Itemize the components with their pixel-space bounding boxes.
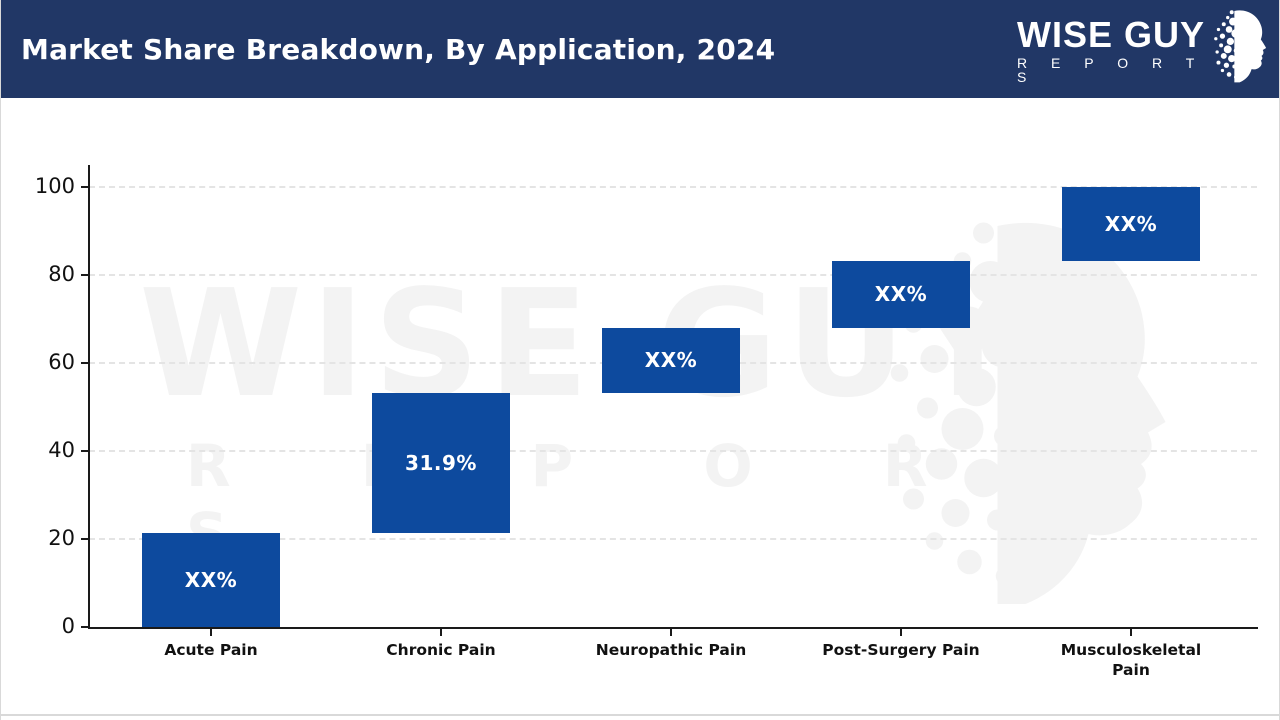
bar-value-label: XX% (644, 348, 698, 373)
bar-chronic-pain: 31.9% (372, 392, 510, 534)
x-axis-line (88, 627, 1258, 629)
logo-face-icon (1214, 10, 1267, 83)
bar-acute-pain: XX% (142, 533, 280, 627)
x-category-label: Post-Surgery Pain (822, 641, 980, 659)
y-tick-60 (81, 362, 89, 364)
x-tick-3 (900, 629, 902, 636)
y-tick-label-0: 0 (61, 614, 75, 638)
x-tick-2 (670, 629, 672, 636)
bar-value-label: XX% (184, 568, 238, 593)
y-tick-label-40: 40 (48, 438, 75, 462)
logo-wiseguy-label: WISE GUY (1016, 13, 1205, 55)
gridline-80 (89, 274, 1257, 276)
gridline-100 (89, 186, 1257, 188)
bar-value-label: XX% (1104, 211, 1158, 236)
chart-title: Market Share Breakdown, By Application, … (21, 32, 776, 66)
bar-musculoskeletal-pain: XX% (1062, 187, 1200, 261)
bar-neuropathic-pain: XX% (602, 327, 740, 393)
bottom-divider (1, 714, 1279, 716)
y-tick-label-80: 80 (48, 262, 75, 286)
y-tick-label-100: 100 (34, 174, 75, 198)
y-tick-label-20: 20 (48, 526, 75, 550)
x-tick-1 (440, 629, 442, 636)
y-axis-line (88, 165, 90, 629)
y-tick-0 (81, 626, 89, 628)
header-bar: Market Share Breakdown, By Application, … (1, 0, 1279, 98)
gridline-20 (89, 538, 1257, 540)
wise-guy-reports-logo: WISE GUY R E P O R T S (1011, 6, 1273, 94)
x-category-label: Acute Pain (164, 641, 258, 659)
y-tick-label-60: 60 (48, 350, 75, 374)
x-category-label: Chronic Pain (386, 641, 496, 659)
logo-text: WISE GUY R E P O R T S (1011, 13, 1211, 85)
x-category-label: Neuropathic Pain (595, 641, 747, 659)
y-tick-100 (81, 186, 89, 188)
bar-value-label: 31.9% (405, 451, 477, 476)
y-tick-80 (81, 274, 89, 276)
x-tick-0 (210, 629, 212, 636)
y-tick-20 (81, 538, 89, 540)
bar-value-label: XX% (874, 282, 928, 307)
y-tick-40 (81, 450, 89, 452)
logo-reports-label: R E P O R T S (1017, 54, 1205, 85)
bar-post-surgery-pain: XX% (832, 260, 970, 328)
x-category-label: Musculoskeletal Pain (1060, 641, 1202, 680)
gridline-40 (89, 450, 1257, 452)
x-tick-4 (1130, 629, 1132, 636)
